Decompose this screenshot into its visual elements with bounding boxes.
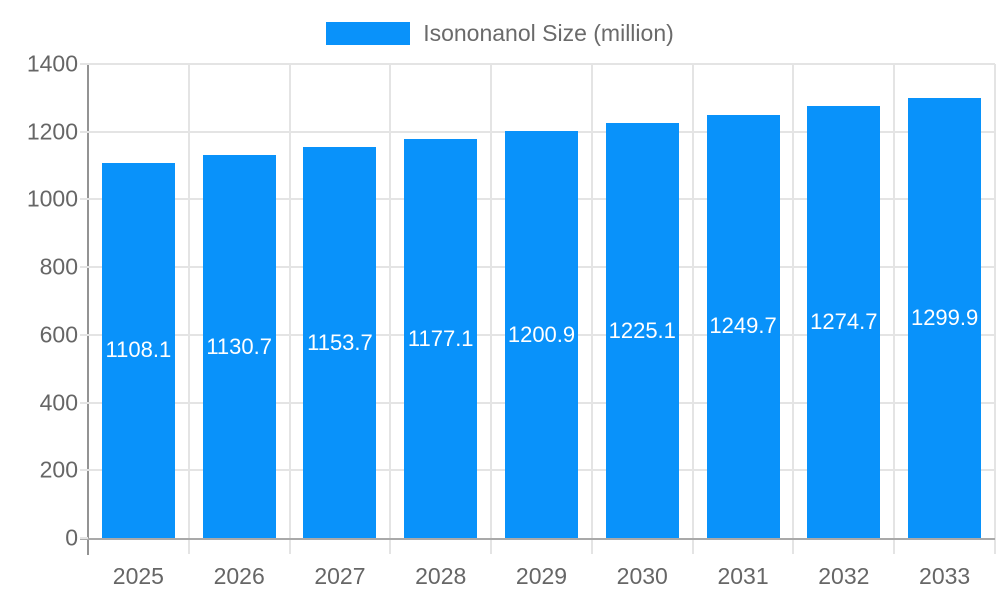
bar-2029[interactable]: 1200.9 [505, 131, 578, 538]
legend-item[interactable]: Isononanol Size (million) [0, 20, 1000, 47]
y-axis-tick [80, 537, 88, 539]
x-axis-tick-label: 2031 [717, 563, 769, 589]
bar-value-label: 1177.1 [407, 325, 474, 351]
y-axis-tick [80, 401, 88, 404]
y-axis-tick-label: 0 [65, 524, 78, 551]
bar-value-label: 1108.1 [105, 337, 172, 363]
gridline-vertical [288, 64, 291, 554]
bar-value-label: 1225.1 [608, 317, 676, 343]
bar-2026[interactable]: 1130.7 [202, 155, 276, 538]
y-axis-tick-label: 400 [39, 389, 78, 416]
bar-value-label: 1299.9 [910, 304, 979, 330]
gridline-vertical [389, 64, 392, 554]
gridline-vertical [187, 64, 190, 554]
x-axis-tick-label: 2026 [213, 563, 265, 589]
y-axis-tick [80, 63, 88, 65]
x-axis-tick-label: 2025 [112, 563, 164, 589]
bar-value-label: 1274.7 [810, 309, 878, 335]
bar-2027[interactable]: 1153.7 [303, 147, 377, 538]
x-axis-tick-label: 2033 [919, 563, 971, 589]
bar-2032[interactable]: 1274.7 [807, 106, 881, 538]
bar-value-label: 1130.7 [206, 333, 272, 359]
y-axis-line [87, 64, 89, 555]
x-axis-tick-label: 2030 [616, 563, 668, 589]
y-axis-tick-label: 1200 [26, 118, 78, 145]
gridline-vertical [893, 64, 896, 554]
gridline-vertical [691, 64, 694, 554]
y-axis-tick-label: 200 [39, 456, 78, 483]
y-axis-tick [80, 198, 88, 201]
plot-area: 1108.1 1130.7 1153.7 1177.1 1200.9 1225.1 1249… [88, 63, 996, 554]
x-axis-tick-label: 2029 [515, 563, 568, 589]
gridline-vertical [490, 64, 493, 554]
y-axis-tick [80, 130, 88, 133]
y-axis-tick [80, 469, 88, 472]
x-axis-tick-label: 2032 [818, 563, 870, 589]
x-axis-line [80, 538, 995, 540]
y-axis-tick-label: 600 [39, 321, 78, 348]
bar-2025[interactable]: 1108.1 [101, 162, 175, 538]
bar-2028[interactable]: 1177.1 [404, 139, 478, 538]
legend-label: Isononanol Size (million) [423, 20, 674, 46]
bar-value-label: 1200.9 [507, 321, 576, 347]
bar-value-label: 1249.7 [709, 313, 777, 339]
bar-2033[interactable]: 1299.9 [908, 97, 982, 538]
gridline-horizontal [88, 63, 995, 65]
y-axis-tick [80, 266, 88, 269]
y-axis-tick-label: 1000 [26, 185, 78, 212]
x-axis-tick-label: 2027 [314, 563, 366, 589]
gridline-vertical [590, 64, 593, 554]
x-axis-tick-label: 2028 [415, 563, 467, 589]
y-axis-tick-label: 1400 [26, 50, 78, 77]
gridline-vertical [792, 64, 795, 554]
y-axis-tick-label: 800 [39, 253, 78, 280]
legend-swatch [326, 22, 411, 45]
bar-2030[interactable]: 1225.1 [605, 123, 679, 538]
gridline-vertical [994, 64, 996, 554]
bar-2031[interactable]: 1249.7 [706, 114, 780, 538]
y-axis-tick [80, 333, 88, 336]
bar-value-label: 1153.7 [307, 329, 373, 355]
